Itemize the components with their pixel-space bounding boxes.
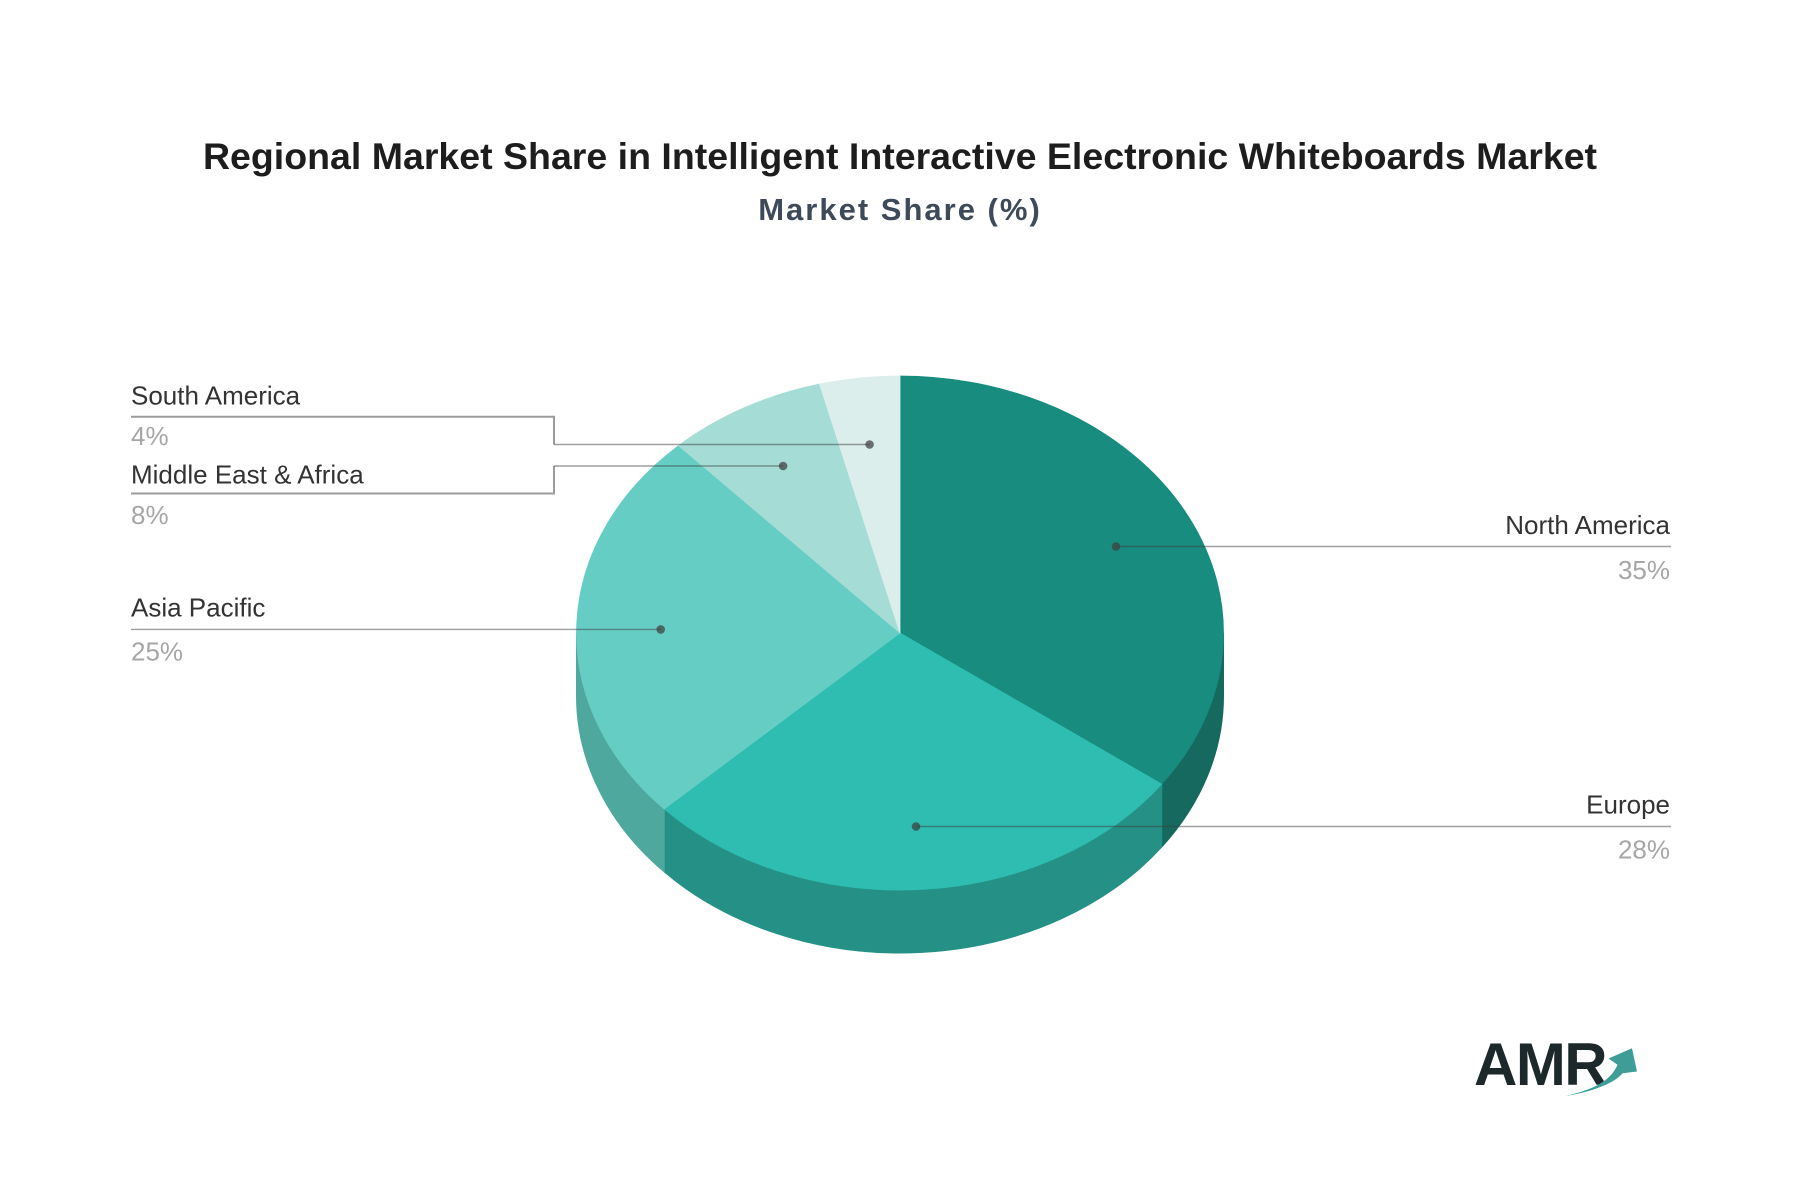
svg-text:25%: 25% — [131, 637, 183, 667]
svg-text:4%: 4% — [131, 421, 169, 451]
svg-text:Asia Pacific: Asia Pacific — [131, 593, 265, 623]
svg-text:AMR: AMR — [1474, 1031, 1607, 1098]
svg-text:South America: South America — [131, 381, 301, 411]
svg-text:28%: 28% — [1618, 835, 1670, 865]
svg-text:35%: 35% — [1618, 555, 1670, 585]
svg-text:Market Share (%): Market Share (%) — [758, 192, 1042, 227]
svg-text:Europe: Europe — [1586, 790, 1670, 820]
svg-text:8%: 8% — [131, 500, 169, 530]
svg-text:Middle East & Africa: Middle East & Africa — [131, 460, 364, 490]
svg-text:Regional Market Share in Intel: Regional Market Share in Intelligent Int… — [203, 135, 1598, 177]
svg-text:North America: North America — [1505, 510, 1670, 540]
